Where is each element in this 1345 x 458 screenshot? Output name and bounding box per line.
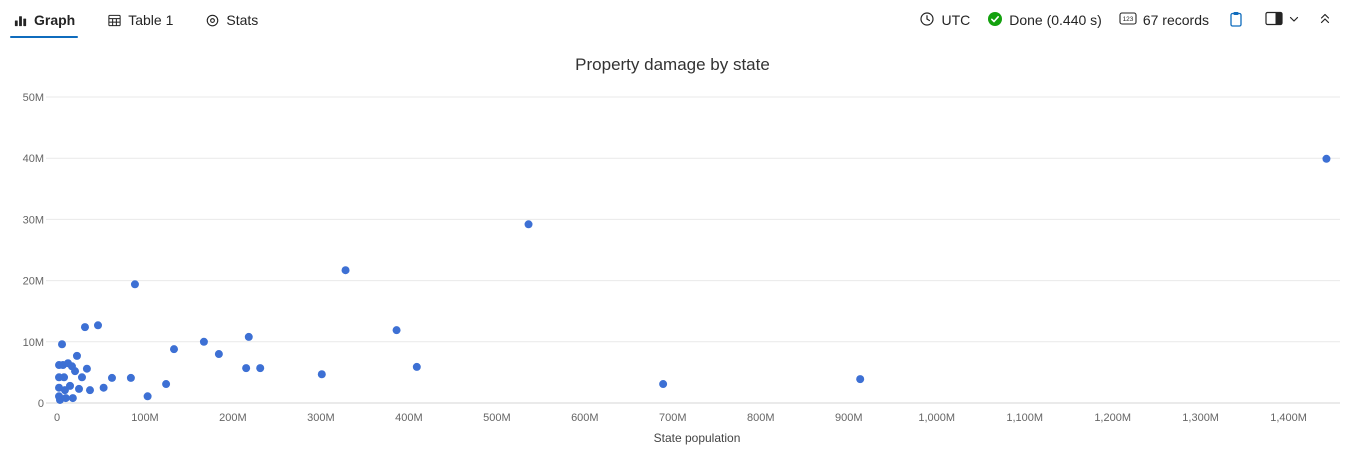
scatter-point[interactable] xyxy=(856,375,865,384)
y-tick-label: 50M xyxy=(23,92,44,104)
scatter-point[interactable] xyxy=(242,364,251,373)
x-tick-label: 400M xyxy=(395,412,423,424)
scatter-point[interactable] xyxy=(317,370,326,379)
timezone-selector[interactable]: UTC xyxy=(919,11,970,30)
x-tick-label: 1,100M xyxy=(1006,412,1043,424)
x-tick-label: 300M xyxy=(307,412,335,424)
scatter-point[interactable] xyxy=(61,394,70,403)
scatter-point[interactable] xyxy=(74,384,83,393)
svg-text:123: 123 xyxy=(1122,16,1133,23)
x-tick-label: 700M xyxy=(659,412,687,424)
scatter-point[interactable] xyxy=(60,373,69,382)
bar-chart-icon xyxy=(13,13,28,28)
x-tick-label: 800M xyxy=(747,412,775,424)
timezone-label: UTC xyxy=(941,12,971,28)
y-tick-label: 0 xyxy=(38,398,44,410)
scatter-point[interactable] xyxy=(162,380,171,389)
scatter-point[interactable] xyxy=(659,380,668,389)
double-chevron-up-icon xyxy=(1319,12,1331,28)
scatter-point[interactable] xyxy=(68,394,77,403)
scatter-point[interactable] xyxy=(199,337,208,346)
layout-panel-icon xyxy=(1265,11,1283,29)
status-group: UTC Done (0.440 s) 123 67 records xyxy=(919,9,1333,32)
x-tick-label: 200M xyxy=(219,412,247,424)
y-tick-label: 40M xyxy=(23,153,44,165)
layout-view-button[interactable] xyxy=(1263,9,1285,31)
query-status-label: Done (0.440 s) xyxy=(1009,12,1102,28)
collapse-results-button[interactable] xyxy=(1317,10,1333,30)
tab-stats[interactable]: Stats xyxy=(202,0,261,40)
x-tick-label: 0 xyxy=(54,412,60,424)
chart-title: Property damage by state xyxy=(575,55,770,74)
scatter-point[interactable] xyxy=(77,373,86,382)
scatter-point[interactable] xyxy=(71,367,80,376)
stats-icon xyxy=(205,13,220,28)
x-tick-label: 900M xyxy=(835,412,863,424)
scatter-point[interactable] xyxy=(85,386,94,395)
scatter-point[interactable] xyxy=(143,392,152,401)
scatter-point[interactable] xyxy=(99,383,108,392)
x-tick-label: 1,200M xyxy=(1094,412,1131,424)
scatter-point[interactable] xyxy=(412,362,421,371)
scatter-point[interactable] xyxy=(214,350,223,359)
scatter-plot-area: 0 10M 20M 30M 40M 50M 0 100M 200M 300M 400M 500M 600… xyxy=(23,92,1340,445)
scatter-point[interactable] xyxy=(66,381,75,390)
y-tick-label: 30M xyxy=(23,214,44,226)
scatter-point[interactable] xyxy=(93,321,102,330)
scatter-point[interactable] xyxy=(170,345,179,354)
scatter-point[interactable] xyxy=(58,340,67,349)
table-icon xyxy=(107,13,122,28)
clock-icon xyxy=(919,11,935,30)
tab-table-1-label: Table 1 xyxy=(128,12,174,28)
layout-view-split-button xyxy=(1263,9,1300,31)
check-circle-icon xyxy=(987,11,1003,30)
scatter-chart: Property damage by state 0 10M 20M 30M 40M 50… xyxy=(0,40,1345,458)
x-tick-label: 100M xyxy=(131,412,159,424)
scatter-point[interactable] xyxy=(341,266,350,275)
tab-graph-label: Graph xyxy=(34,12,76,28)
scatter-point[interactable] xyxy=(130,280,139,289)
scatter-point[interactable] xyxy=(244,332,253,341)
x-tick-label: 1,000M xyxy=(918,412,955,424)
x-tick-label: 1,400M xyxy=(1270,412,1307,424)
scatter-point[interactable] xyxy=(82,364,91,373)
tab-table-1[interactable]: Table 1 xyxy=(104,0,176,40)
tab-stats-label: Stats xyxy=(226,12,259,28)
scatter-point[interactable] xyxy=(80,323,89,332)
scatter-point[interactable] xyxy=(72,351,81,360)
tab-graph[interactable]: Graph xyxy=(10,0,79,40)
x-tick-label: 1,300M xyxy=(1182,412,1219,424)
x-tick-label: 500M xyxy=(483,412,511,424)
records-count-icon: 123 xyxy=(1119,11,1137,29)
clipboard-icon xyxy=(1228,11,1244,30)
results-toolbar: Graph Table 1 Stats xyxy=(0,0,1345,40)
scatter-point[interactable] xyxy=(107,373,116,382)
record-count-label: 67 records xyxy=(1142,12,1209,28)
y-tick-label: 10M xyxy=(23,337,44,349)
scatter-point[interactable] xyxy=(126,373,135,382)
scatter-point[interactable] xyxy=(392,326,401,335)
record-count: 123 67 records xyxy=(1119,11,1209,29)
query-status: Done (0.440 s) xyxy=(987,11,1102,30)
scatter-point[interactable] xyxy=(524,220,533,229)
chevron-down-icon[interactable] xyxy=(1288,12,1300,28)
scatter-point[interactable] xyxy=(256,364,265,373)
x-axis-label: State population xyxy=(654,431,741,445)
x-tick-label: 600M xyxy=(571,412,599,424)
scatter-point[interactable] xyxy=(1322,154,1331,163)
copy-results-button[interactable] xyxy=(1226,9,1246,32)
y-tick-label: 20M xyxy=(23,276,44,288)
result-tabs: Graph Table 1 Stats xyxy=(10,0,287,40)
